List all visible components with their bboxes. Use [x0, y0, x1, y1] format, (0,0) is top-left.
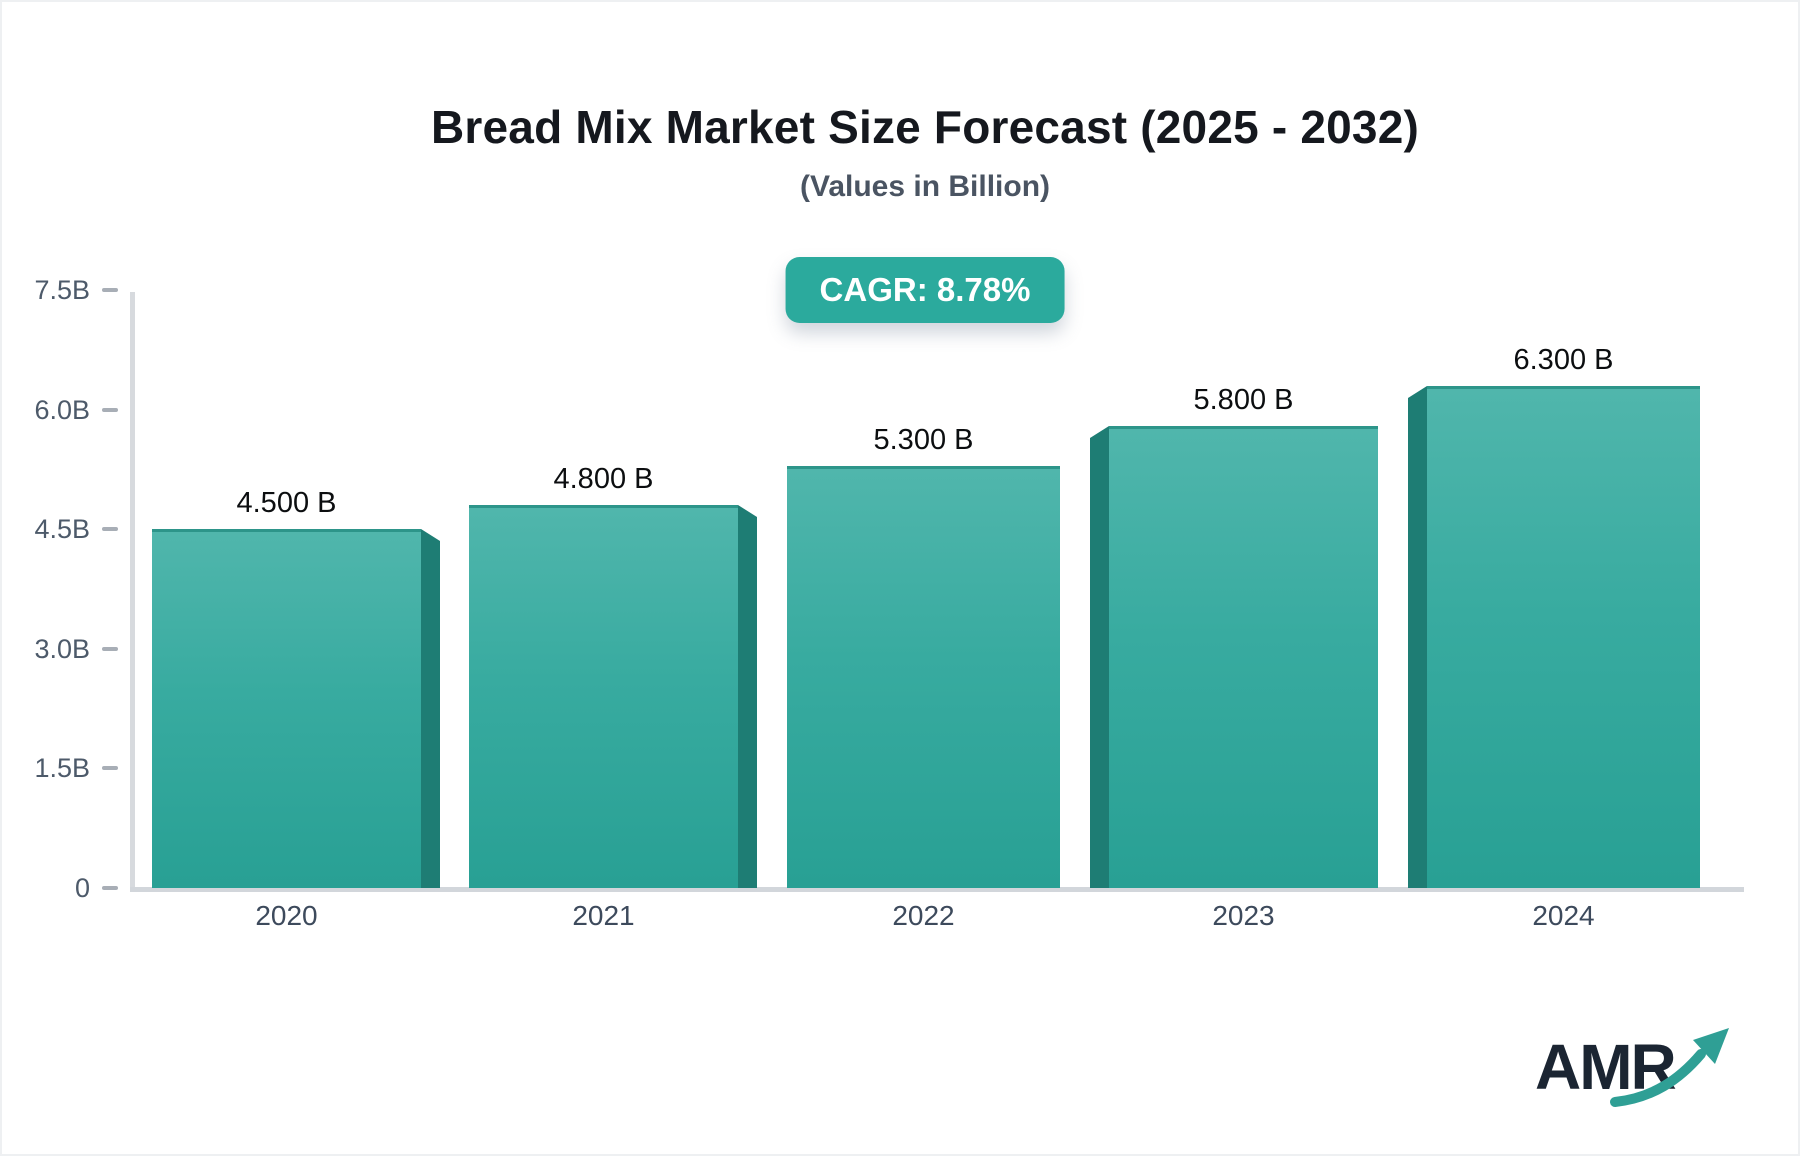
y-tick-label: 3.0B [34, 633, 90, 664]
y-axis-line [130, 292, 135, 888]
x-tick-2020: 2020 [255, 900, 318, 931]
bar-2024 [1427, 386, 1700, 888]
y-tick-label: 4.5B [34, 513, 90, 544]
bar-3d-side [421, 529, 440, 888]
x-tick-2024: 2024 [1532, 900, 1595, 931]
bar-2020 [152, 529, 421, 888]
y-tick-label: 0 [74, 872, 90, 903]
y-tick-4-5b: 4.5B [22, 513, 118, 545]
bar-value-label: 5.800 B [1193, 384, 1294, 416]
bar-value-label: 6.300 B [1513, 344, 1614, 376]
bar-value-label: 5.300 B [873, 424, 974, 456]
tick-dash-icon [102, 288, 118, 292]
x-tick-2021: 2021 [572, 900, 635, 931]
tick-dash-icon [102, 766, 118, 770]
tick-dash-icon [102, 527, 118, 531]
y-tick-7-5b: 7.5B [22, 274, 118, 306]
chart-title: Bread Mix Market Size Forecast (2025 - 2… [430, 101, 1420, 153]
tick-dash-icon [102, 886, 118, 890]
y-tick-label: 7.5B [34, 274, 90, 305]
y-tick-0: 0 [22, 872, 118, 904]
bar-2021 [469, 505, 738, 888]
tick-dash-icon [102, 408, 118, 412]
x-axis-line [130, 887, 1744, 892]
growth-arrow-icon [1610, 1028, 1729, 1107]
y-tick-label: 1.5B [34, 752, 90, 783]
x-tick-2023: 2023 [1212, 900, 1275, 931]
bar-3d-side [1408, 386, 1427, 888]
tick-dash-icon [102, 647, 118, 651]
chart-subtitle: (Values in Billion) [799, 170, 1051, 203]
bar-2022 [787, 466, 1060, 888]
y-tick-6-0b: 6.0B [22, 394, 118, 426]
x-tick-2022: 2022 [892, 900, 955, 931]
bar-value-label: 4.500 B [236, 487, 337, 519]
bar-3d-side [1090, 426, 1109, 888]
cagr-badge: CAGR: 8.78% [785, 257, 1065, 323]
bar-3d-side [738, 505, 757, 888]
bar-value-label: 4.800 B [553, 463, 654, 495]
y-tick-3-0b: 3.0B [22, 633, 118, 665]
amr-logo: AMR [1535, 1028, 1735, 1120]
bar-2023 [1109, 426, 1378, 888]
y-tick-label: 6.0B [34, 394, 90, 425]
y-tick-1-5b: 1.5B [22, 752, 118, 784]
